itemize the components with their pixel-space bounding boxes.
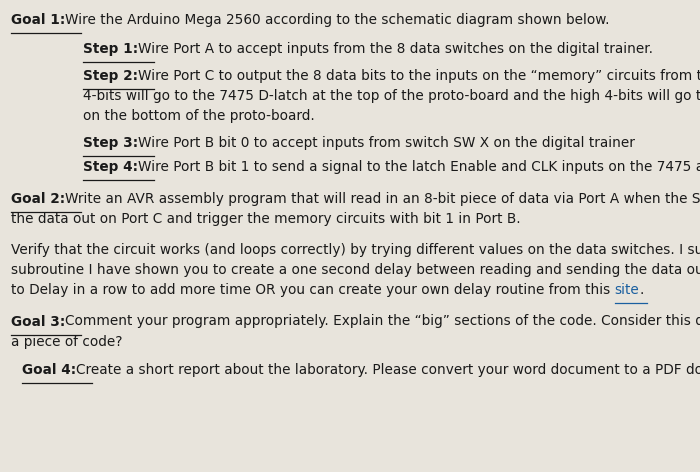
Text: .: . <box>640 283 644 297</box>
Text: Wire Port A to accept inputs from the 8 data switches on the digital trainer.: Wire Port A to accept inputs from the 8 … <box>139 42 654 56</box>
Text: Goal 4:: Goal 4: <box>22 363 76 377</box>
Text: Wire Port B bit 0 to accept inputs from switch SW X on the digital trainer: Wire Port B bit 0 to accept inputs from … <box>139 136 636 150</box>
Text: a piece of code?: a piece of code? <box>11 335 122 349</box>
Text: Wire the Arduino Mega 2560 according to the schematic diagram shown below.: Wire the Arduino Mega 2560 according to … <box>65 13 610 27</box>
Text: the data out on Port C and trigger the memory circuits with bit 1 in Port B.: the data out on Port C and trigger the m… <box>11 212 521 226</box>
Text: Step 2:: Step 2: <box>83 68 139 83</box>
Text: Step 4:: Step 4: <box>83 160 139 174</box>
Text: on the bottom of the proto-board.: on the bottom of the proto-board. <box>83 109 315 123</box>
Text: Verify that the circuit works (and loops correctly) by trying different values o: Verify that the circuit works (and loops… <box>11 243 700 257</box>
Text: Goal 3:: Goal 3: <box>11 314 65 329</box>
Text: subroutine I have shown you to create a one second delay between reading and sen: subroutine I have shown you to create a … <box>11 263 700 277</box>
Text: Step 3:: Step 3: <box>83 136 139 150</box>
Text: Wire Port C to output the 8 data bits to the inputs on the “memory” circuits fro: Wire Port C to output the 8 data bits to… <box>139 68 700 83</box>
Text: site: site <box>615 283 640 297</box>
Text: Write an AVR assembly program that will read in an 8-bit piece of data via Port : Write an AVR assembly program that will … <box>65 192 700 206</box>
Text: Goal 1:: Goal 1: <box>11 13 65 27</box>
Text: Step 1:: Step 1: <box>83 42 139 56</box>
Text: 4-bits will go to the 7475 D-latch at the top of the proto-board and the high 4-: 4-bits will go to the 7475 D-latch at th… <box>83 89 700 103</box>
Text: Goal 2:: Goal 2: <box>11 192 65 206</box>
Text: Wire Port B bit 1 to send a signal to the latch Enable and CLK inputs on the 747: Wire Port B bit 1 to send a signal to th… <box>139 160 700 174</box>
Text: Create a short report about the laboratory. Please convert your word document to: Create a short report about the laborato… <box>76 363 700 377</box>
Text: to Delay in a row to add more time OR you can create your own delay routine from: to Delay in a row to add more time OR yo… <box>11 283 615 297</box>
Text: Comment your program appropriately. Explain the “big” sections of the code. Cons: Comment your program appropriately. Expl… <box>65 314 700 329</box>
